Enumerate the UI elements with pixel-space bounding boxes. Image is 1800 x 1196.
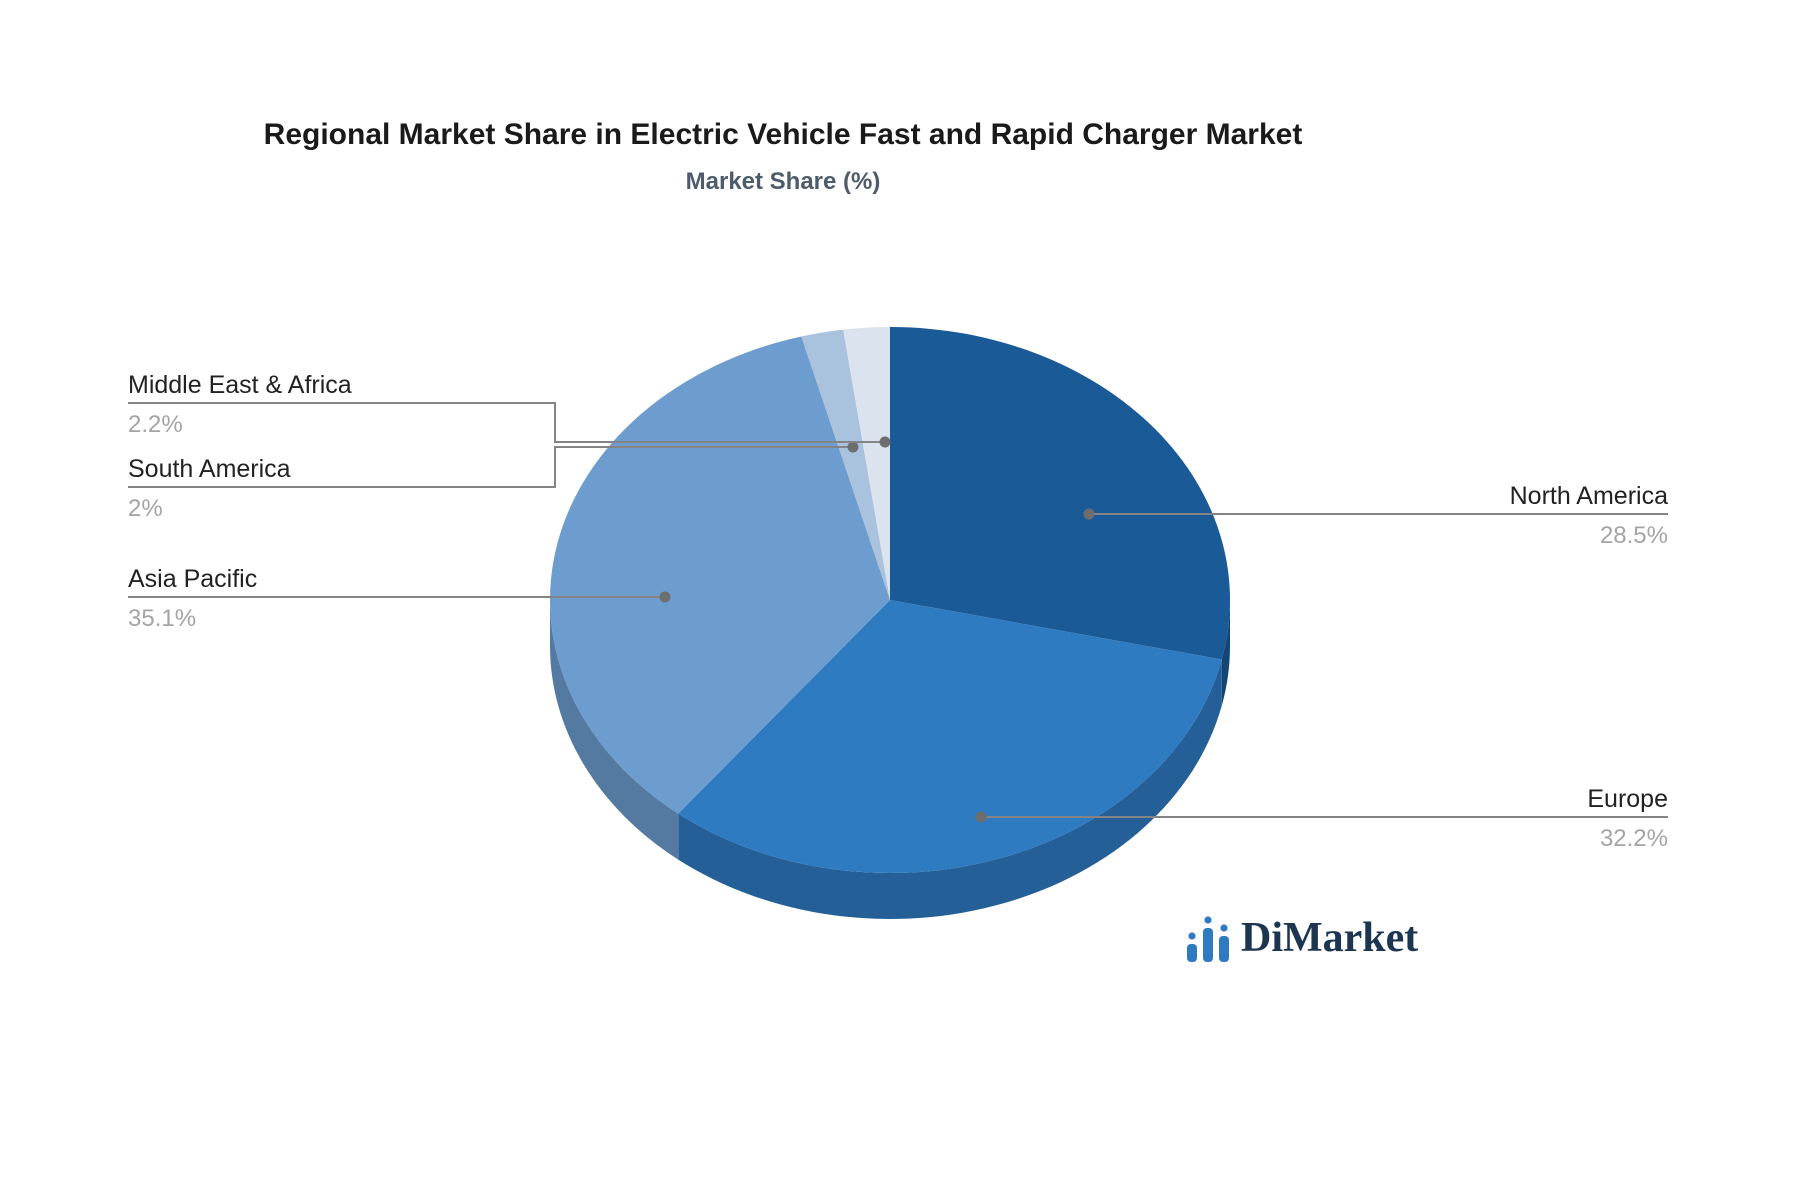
pie-slice-side-asia-pacific xyxy=(550,600,679,860)
label-north-america: North America xyxy=(1510,481,1668,511)
label-middle-east-africa: Middle East & Africa xyxy=(128,370,352,400)
pie-slice-asia-pacific[interactable] xyxy=(549,336,890,814)
value-asia-pacific: 35.1% xyxy=(128,604,196,634)
label-asia-pacific: Asia Pacific xyxy=(128,564,257,594)
value-europe: 32.2% xyxy=(1600,824,1668,854)
slice-name: North America xyxy=(1509,482,1668,510)
connector-dot-south-america xyxy=(847,441,859,453)
pie-slice-middle-east-africa[interactable] xyxy=(843,327,890,600)
dimarket-logo: DiMarket xyxy=(1185,912,1418,964)
value-middle-east-africa: 2.2% xyxy=(128,410,183,440)
label-connector-south-america xyxy=(128,446,853,488)
pie-slice-side-europe xyxy=(678,659,1222,919)
slice-value: 32.2% xyxy=(1599,825,1668,852)
slice-name: Europe xyxy=(1587,785,1668,813)
dimarket-logo-icon xyxy=(1187,916,1229,962)
connector-dot-asia-pacific xyxy=(659,591,671,603)
pie-slice-side-north-america xyxy=(1221,600,1230,706)
connector-dot-europe xyxy=(975,811,987,823)
chart-title: Regional Market Share in Electric Vehicl… xyxy=(263,118,1303,151)
connector-dot-middle-east-africa xyxy=(879,436,891,448)
slice-value: 2.2% xyxy=(128,411,183,438)
value-south-america: 2% xyxy=(128,494,163,524)
pie-slice-europe[interactable] xyxy=(678,600,1222,874)
slice-name: Middle East & Africa xyxy=(128,371,352,399)
chart-subtitle: Market Share (%) xyxy=(685,168,881,195)
slice-name: Asia Pacific xyxy=(128,565,258,593)
label-connector-middle-east-africa xyxy=(128,402,885,443)
label-europe: Europe xyxy=(1587,784,1668,814)
connector-dot-north-america xyxy=(1083,508,1095,520)
slice-name: South America xyxy=(128,455,291,483)
slice-value: 2% xyxy=(128,495,163,522)
pie-slice-south-america[interactable] xyxy=(801,329,890,600)
label-south-america: South America xyxy=(128,454,291,484)
value-north-america: 28.5% xyxy=(1600,521,1668,551)
dimarket-logo-text: DiMarket xyxy=(1241,915,1419,961)
pie-slice-north-america[interactable] xyxy=(890,327,1230,660)
slice-value: 28.5% xyxy=(1599,522,1668,549)
slice-value: 35.1% xyxy=(128,605,197,632)
